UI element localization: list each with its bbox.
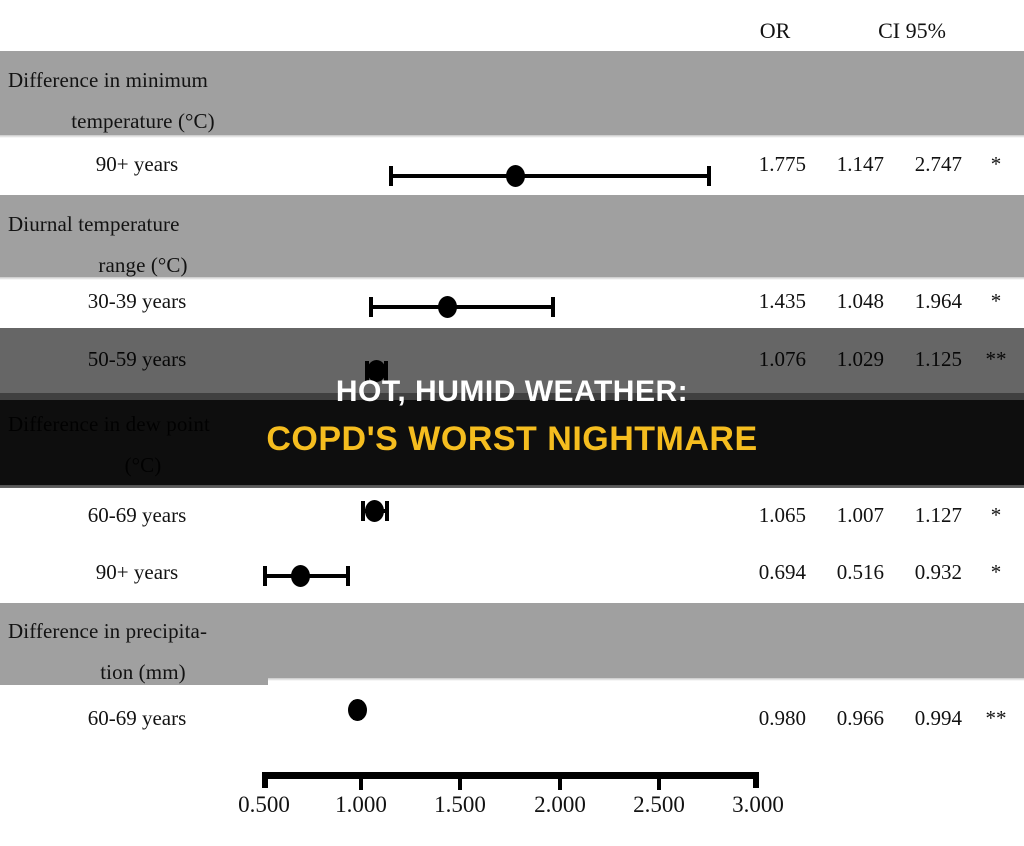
overlay-title-line1: HOT, HUMID WEATHER: [335,375,689,408]
axis-baseline [262,772,759,779]
group-band-diurnal-range [0,195,1024,280]
table-row: 60-69 years 0.980 0.966 0.994 ** [0,690,1024,748]
row-age-label: 90+ years [95,152,179,176]
axis-tick-1 [359,778,363,790]
axis-endcap-right [753,772,759,788]
axis-tick-2 [458,778,462,790]
row-ci-high: 1.964 [914,289,962,313]
table-row: 60-69 years 1.065 1.007 1.127 * [0,488,1024,545]
group-header-row: Difference in precipita- tion (mm) [0,603,1024,685]
row-significance: * [990,503,1002,527]
row-or-value: 0.980 [758,706,806,730]
table-row: 90+ years 1.775 1.147 2.747 * [0,135,1024,195]
row-ci-low: 0.516 [836,560,884,584]
row-ci-high: 0.932 [914,560,962,584]
axis-tick-3 [558,778,562,790]
row-or-value: 1.065 [758,503,806,527]
row-ci-high: 2.747 [914,152,962,176]
row-ci-high: 1.127 [914,503,962,527]
row-ci-low: 1.007 [836,503,884,527]
row-age-label: 30-39 years [87,289,187,313]
overlay-title-line2: COPD'S WORST NIGHTMARE [266,420,758,458]
overlay-scrim-inner [0,400,1024,485]
group-header-row: Diurnal temperature range (°C) [0,195,1024,277]
row-significance: ** [985,706,1007,730]
row-or-value: 0.694 [758,560,806,584]
axis-tick-4 [657,778,661,790]
group-band-precipitation-right [268,603,1024,681]
row-ci-high: 0.994 [914,706,962,730]
group-label-line2: range (°C) [98,253,188,277]
row-or-value: 1.775 [758,152,806,176]
group-label-line2: tion (mm) [100,660,186,684]
group-label-line1: Difference in precipita- [8,619,208,643]
table-row: 30-39 years 1.435 1.048 1.964 * [0,277,1024,328]
row-or-value: 1.435 [758,289,806,313]
group-header-row: Difference in minimum temperature (°C) [0,51,1024,135]
axis-tick-label-4: 2.500 [633,792,685,817]
group-label-line1: Difference in minimum [8,68,208,92]
row-age-label: 60-69 years [87,706,187,730]
table-row: 90+ years 0.694 0.516 0.932 * [0,545,1024,603]
row-significance: * [990,560,1002,584]
axis-tick-label-0: 0.500 [238,792,290,817]
axis-tick-label-3: 2.000 [534,792,586,817]
group-band-precipitation-left [0,603,268,685]
row-ci-low: 1.048 [836,289,884,313]
row-age-label: 60-69 years [87,503,187,527]
axis-endcap-left [262,772,268,788]
column-header-ci: CI 95% [878,18,946,43]
row-age-label: 90+ years [95,560,179,584]
group-label-line1: Diurnal temperature [8,212,180,236]
row-ci-low: 0.966 [836,706,884,730]
axis-tick-label-2: 1.500 [434,792,486,817]
axis-tick-label-5: 3.000 [732,792,784,817]
row-significance: * [990,289,1002,313]
column-header-or: OR [759,18,791,43]
row-ci-low: 1.147 [836,152,884,176]
row-significance: * [990,152,1002,176]
group-label-line2: temperature (°C) [71,109,215,133]
axis-tick-label-1: 1.000 [335,792,387,817]
group-band-minimum-temperature [0,51,1024,138]
